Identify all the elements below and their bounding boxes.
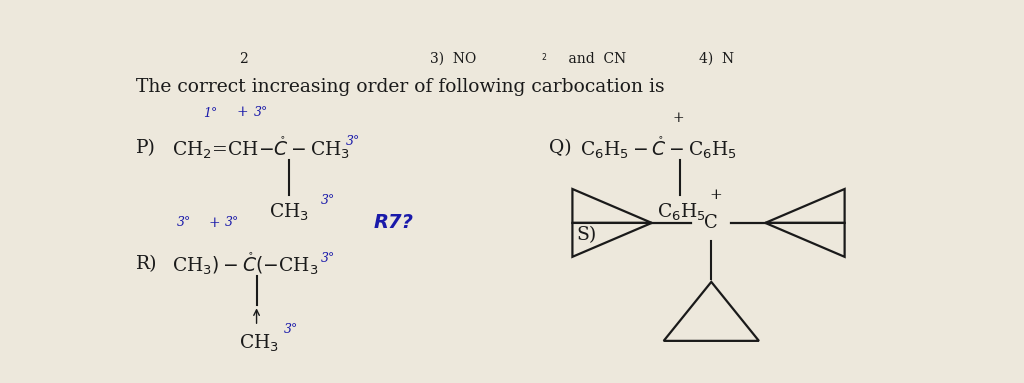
Text: $_2$: $_2$: [541, 52, 547, 64]
Text: 2: 2: [240, 52, 248, 66]
Text: 3)  NO: 3) NO: [430, 52, 476, 66]
Text: R7?: R7?: [374, 213, 414, 232]
Text: S): S): [577, 226, 597, 244]
Text: P): P): [136, 139, 156, 157]
Text: 3°: 3°: [321, 194, 335, 207]
Text: and  CN: and CN: [564, 52, 627, 66]
Text: CH$_3)-\mathring{C}(-$CH$_3$: CH$_3)-\mathring{C}(-$CH$_3$: [172, 251, 318, 277]
Text: 4)  N: 4) N: [699, 52, 734, 66]
Text: C: C: [705, 214, 718, 232]
Text: +: +: [237, 105, 249, 119]
Text: CH$_2$=CH$-\mathring{C}-$CH$_3$: CH$_2$=CH$-\mathring{C}-$CH$_3$: [172, 134, 350, 161]
Text: 3°: 3°: [225, 216, 239, 229]
Text: 3°: 3°: [177, 216, 191, 229]
Text: 1°: 1°: [204, 107, 218, 120]
Text: C$_6$H$_5-\mathring{C}-$C$_6$H$_5$: C$_6$H$_5-\mathring{C}-$C$_6$H$_5$: [581, 134, 737, 161]
Text: Q): Q): [549, 139, 571, 157]
Text: C$_6$H$_5$: C$_6$H$_5$: [656, 202, 706, 223]
Text: 3°: 3°: [285, 322, 299, 336]
Text: +: +: [209, 216, 220, 230]
Text: The correct increasing order of following carbocation is: The correct increasing order of followin…: [136, 79, 665, 97]
Text: 3°: 3°: [253, 106, 267, 119]
Text: 3°: 3°: [346, 135, 360, 148]
Text: +: +: [673, 111, 684, 125]
Text: R): R): [136, 255, 158, 273]
Text: +: +: [709, 188, 722, 202]
Text: 3°: 3°: [321, 252, 335, 265]
Text: CH$_3$: CH$_3$: [240, 333, 280, 355]
Text: CH$_3$: CH$_3$: [269, 202, 309, 223]
